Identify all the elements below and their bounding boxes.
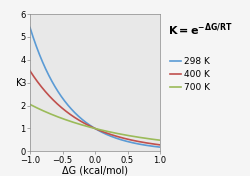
700 K (99, 129, 102, 131)
400 K (106, 132, 109, 134)
298 K (99, 130, 102, 133)
Text: $\mathbf{K = e^{-\Delta G/RT}}$: $\mathbf{K = e^{-\Delta G/RT}}$ (168, 21, 232, 38)
700 K (135, 136, 138, 138)
298 K (90, 125, 93, 128)
298 K (158, 146, 162, 148)
700 K (155, 139, 158, 141)
298 K (28, 26, 32, 29)
700 K (28, 103, 32, 105)
Y-axis label: K: K (16, 78, 22, 88)
400 K (158, 144, 162, 146)
400 K (28, 70, 32, 72)
700 K (90, 127, 93, 129)
400 K (91, 126, 94, 128)
X-axis label: ΔG (kcal/mol): ΔG (kcal/mol) (62, 166, 128, 176)
298 K (135, 143, 138, 145)
298 K (91, 126, 94, 128)
400 K (99, 130, 102, 132)
700 K (91, 127, 94, 129)
298 K (155, 146, 158, 148)
400 K (135, 140, 138, 142)
Line: 700 K: 700 K (30, 104, 160, 140)
Line: 298 K: 298 K (30, 27, 160, 147)
400 K (155, 143, 158, 146)
400 K (90, 126, 93, 128)
700 K (106, 130, 109, 133)
298 K (106, 134, 109, 136)
700 K (158, 139, 162, 141)
Line: 400 K: 400 K (30, 71, 160, 145)
Legend: 298 K, 400 K, 700 K: 298 K, 400 K, 700 K (170, 57, 210, 92)
